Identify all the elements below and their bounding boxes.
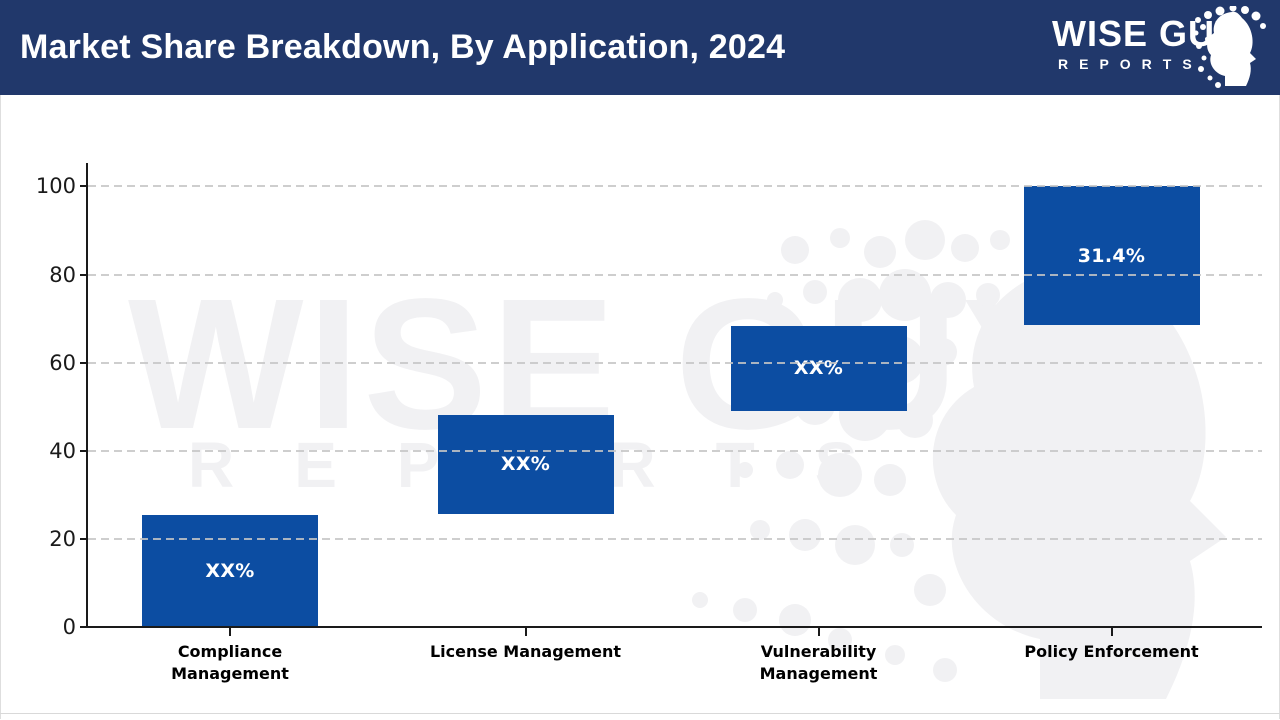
x-category-label-line: Vulnerability — [760, 642, 877, 661]
bar-value-label: 31.4% — [1077, 244, 1146, 267]
bottom-divider — [0, 713, 1280, 714]
y-tick-0 — [80, 626, 88, 628]
bar-compliance-management: XX% — [142, 515, 318, 627]
x-category-label: Policy Enforcement — [965, 641, 1259, 663]
x-tick-3 — [1110, 628, 1113, 636]
gridline-100 — [88, 185, 1262, 188]
bar-vulnerability-management: XX% — [730, 325, 907, 412]
y-tick-80 — [80, 273, 88, 276]
logo-subtext: REPORTS — [1058, 56, 1203, 72]
brand-logo: WISE GUY REPORTS — [1018, 0, 1268, 95]
gridline-40 — [88, 449, 1262, 452]
y-tick-label-20: 20 — [49, 526, 76, 551]
y-tick-label-0: 0 — [62, 615, 76, 639]
bar-value-label: XX% — [500, 453, 551, 476]
gridline-80 — [88, 273, 1262, 276]
dotted-face-profile-icon — [1193, 6, 1266, 88]
bar-license-management: XX% — [437, 415, 614, 514]
gridline-20 — [88, 537, 1262, 540]
y-tick-label-60: 60 — [49, 350, 76, 375]
y-tick-label-40: 40 — [49, 438, 76, 463]
y-tick-60 — [80, 361, 88, 364]
y-tick-100 — [80, 185, 88, 188]
x-tick-2 — [817, 628, 820, 636]
x-category-label-line: Management — [759, 664, 878, 683]
bar-value-label: XX% — [205, 560, 255, 583]
y-tick-label-100: 100 — [35, 174, 76, 199]
x-category-label-line: Policy Enforcement — [1024, 642, 1199, 661]
x-category-label-line: License Management — [429, 642, 622, 661]
bar-policy-enforcement: 31.4% — [1023, 186, 1200, 325]
x-tick-1 — [524, 628, 527, 636]
y-tick-20 — [80, 537, 88, 540]
gridline-60 — [88, 361, 1262, 364]
page-title: Market Share Breakdown, By Application, … — [20, 28, 786, 66]
x-category-label: License Management — [379, 641, 673, 663]
x-category-label-line: Compliance — [177, 642, 283, 661]
y-axis-line — [86, 163, 88, 628]
x-category-label: Vulnerability Management — [672, 641, 966, 685]
y-tick-label-80: 80 — [49, 262, 76, 287]
x-category-label-line: Management — [171, 664, 289, 683]
header-bar: Market Share Breakdown, By Application, … — [0, 0, 1280, 95]
y-tick-40 — [80, 449, 88, 452]
x-axis-line — [86, 626, 1262, 628]
x-tick-0 — [229, 628, 231, 636]
x-category-label: Compliance Management — [83, 641, 377, 685]
